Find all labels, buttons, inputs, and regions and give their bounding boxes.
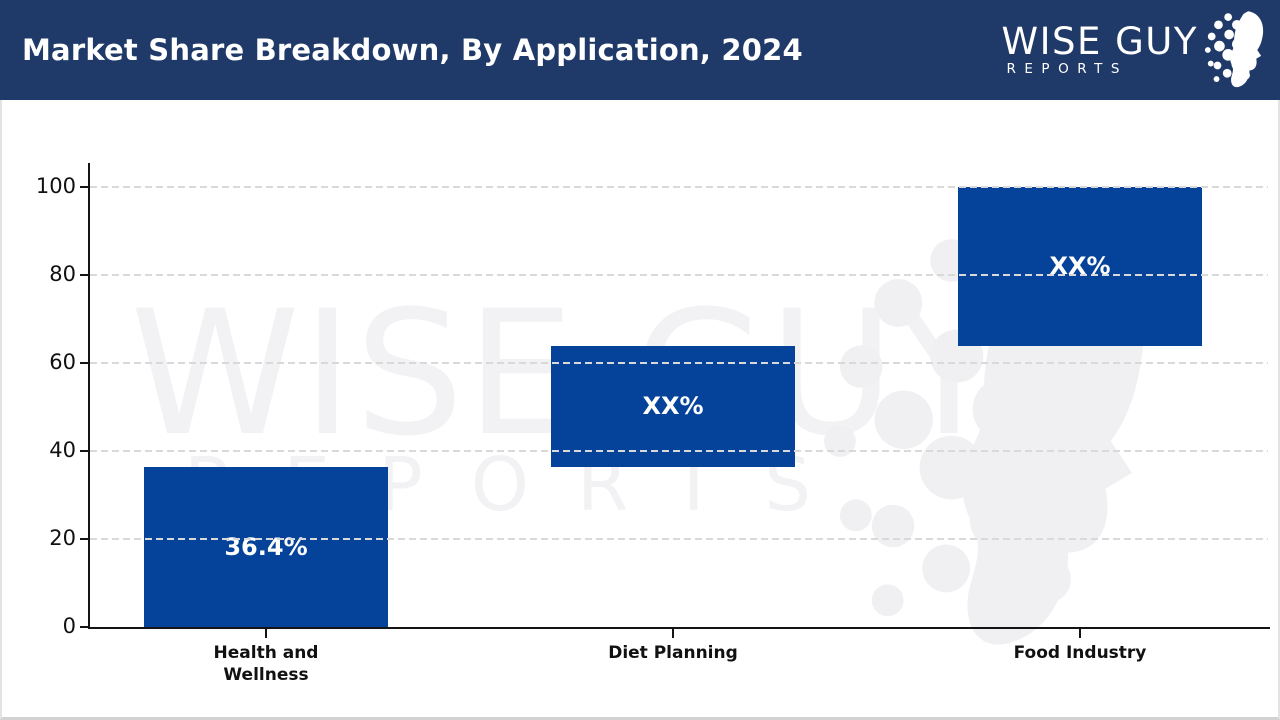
x-category-label-diet-planning: Diet Planning	[608, 643, 738, 663]
x-category-label-food-industry: Food Industry	[1013, 643, 1147, 663]
y-tick-label-100: 100	[35, 174, 76, 198]
logo-text: WISE GUY REPORTS	[1002, 23, 1198, 77]
y-tick-80	[80, 274, 88, 276]
chart-canvas: WISE GUY REPORTS 36.4% Health and Wellnes…	[0, 100, 1280, 720]
x-category-label-health-and-wellness: Health and Wellness	[213, 643, 319, 686]
logo-wordmark: WISE GUY	[1001, 20, 1198, 64]
page-title: Market Share Breakdown, By Application, …	[22, 33, 803, 67]
bar-food-industry: XX%	[958, 187, 1202, 346]
gridline-60	[90, 362, 1268, 364]
gridline-100	[90, 186, 1268, 188]
y-tick-label-60: 60	[49, 350, 76, 374]
gridline-20	[90, 538, 1268, 540]
y-tick-20	[80, 538, 88, 540]
x-axis-line	[88, 627, 1270, 629]
bar-value-label-diet-planning: XX%	[642, 392, 704, 421]
y-tick-40	[80, 450, 88, 452]
bar-value-label-food-industry: XX%	[1049, 252, 1111, 281]
x-tick-food-industry	[1079, 629, 1081, 638]
y-tick-label-0: 0	[62, 614, 76, 638]
y-tick-label-20: 20	[49, 526, 76, 550]
y-tick-100	[80, 186, 88, 188]
logo-face-dots-icon	[1204, 11, 1264, 88]
gridline-80	[90, 274, 1268, 276]
y-tick-label-40: 40	[49, 438, 76, 462]
y-axis-line	[88, 163, 90, 629]
logo-subtitle: REPORTS	[1006, 61, 1128, 78]
bar-health-and-wellness: 36.4%	[144, 466, 388, 627]
y-tick-0	[80, 626, 88, 628]
x-tick-health-and-wellness	[265, 629, 267, 638]
header-bar: Market Share Breakdown, By Application, …	[0, 0, 1280, 100]
y-tick-60	[80, 362, 88, 364]
bar-value-label-health-and-wellness: 36.4%	[224, 532, 308, 561]
x-tick-diet-planning	[672, 629, 674, 638]
bar-diet-planning: XX%	[551, 345, 795, 467]
plot-area: 36.4% Health and Wellness XX% Diet Planning…	[2, 100, 1280, 720]
wiseguy-logo: WISE GUY REPORTS	[1002, 8, 1264, 92]
gridline-40	[90, 450, 1268, 452]
y-tick-label-80: 80	[49, 262, 76, 286]
